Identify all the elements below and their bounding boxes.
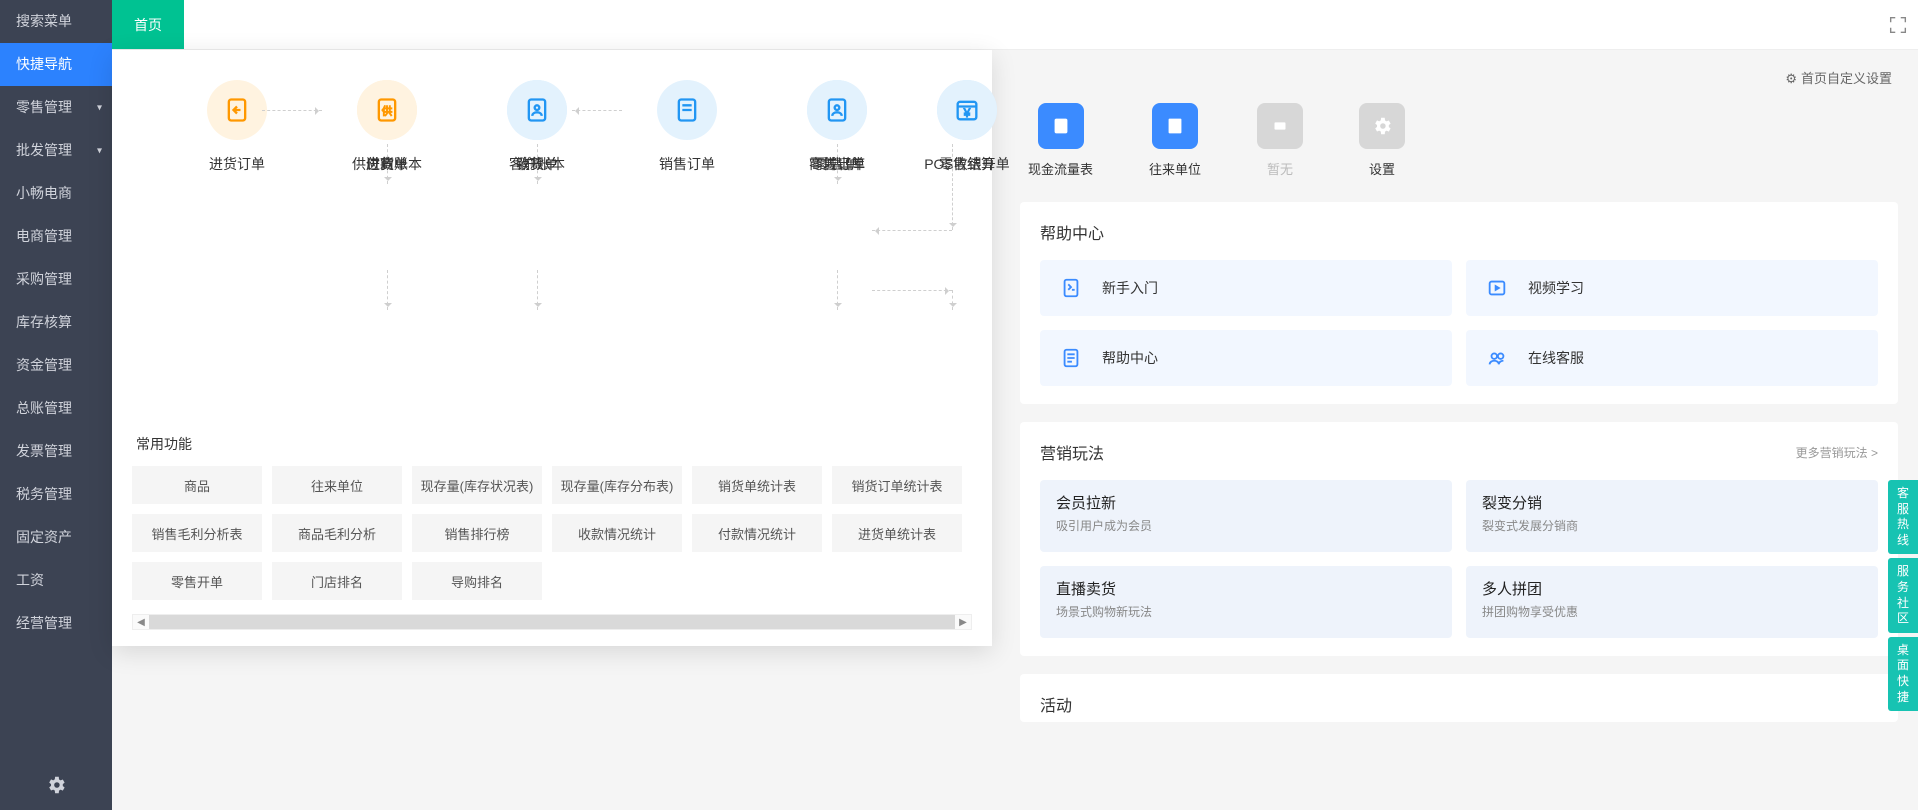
sidebar-item-0[interactable]: 搜索菜单 <box>0 0 112 43</box>
quick-item-1[interactable]: 往来单位 <box>1149 103 1201 178</box>
help-item-3[interactable]: 在线客服 <box>1466 330 1878 386</box>
sidebar-item-5[interactable]: 电商管理 <box>0 215 112 258</box>
common-btn-5[interactable]: 销货订单统计表 <box>832 466 962 504</box>
common-btn-10[interactable]: 付款情况统计 <box>692 514 822 552</box>
common-btn-11[interactable]: 进货单统计表 <box>832 514 962 552</box>
float-tab-1[interactable]: 服务社区 <box>1888 558 1918 632</box>
help-item-icon <box>1054 271 1088 305</box>
float-tab-0[interactable]: 客服热线 <box>1888 480 1918 554</box>
common-btn-7[interactable]: 商品毛利分析 <box>272 514 402 552</box>
quick-tile-icon <box>1038 103 1084 149</box>
common-btn-3[interactable]: 现存量(库存分布表) <box>552 466 682 504</box>
quick-actions-row: 现金流量表往来单位暂无设置 <box>1020 97 1898 202</box>
help-center-title: 帮助中心 <box>1040 220 1104 244</box>
quick-item-2[interactable]: 暂无 <box>1257 103 1303 178</box>
chevron-down-icon: ▾ <box>97 129 102 172</box>
doc-icon <box>673 96 701 124</box>
help-item-icon <box>1480 271 1514 305</box>
sidebar-item-4[interactable]: 小畅电商 <box>0 172 112 215</box>
common-btn-8[interactable]: 销售排行榜 <box>412 514 542 552</box>
scroll-left-button[interactable]: ◀ <box>133 617 149 628</box>
svg-text:供: 供 <box>382 105 393 118</box>
common-btn-13[interactable]: 门店排名 <box>272 562 402 600</box>
activity-title: 活动 <box>1040 692 1878 716</box>
chevron-down-icon: ▾ <box>97 86 102 129</box>
help-item-1[interactable]: 视频学习 <box>1466 260 1878 316</box>
common-btn-4[interactable]: 销货单统计表 <box>692 466 822 504</box>
doc-in-icon <box>223 96 251 124</box>
promo-item-2[interactable]: 直播卖货场景式购物新玩法 <box>1040 566 1452 638</box>
topbar: 首页 <box>112 0 1918 50</box>
floating-side-tabs: 客服热线服务社区桌面快捷 <box>1888 480 1918 711</box>
common-btn-9[interactable]: 收款情况统计 <box>552 514 682 552</box>
sidebar-item-10[interactable]: 发票管理 <box>0 430 112 473</box>
person-doc-icon <box>823 96 851 124</box>
help-item-0[interactable]: 新手入门 <box>1040 260 1452 316</box>
scroll-right-button[interactable]: ▶ <box>955 617 971 628</box>
horizontal-scrollbar[interactable]: ◀ ▶ <box>132 614 972 630</box>
fullscreen-button[interactable] <box>1878 0 1918 49</box>
tab-home[interactable]: 首页 <box>112 0 184 49</box>
promo-item-0[interactable]: 会员拉新吸引用户成为会员 <box>1040 480 1452 552</box>
quick-tile-icon <box>1152 103 1198 149</box>
float-tab-2[interactable]: 桌面快捷 <box>1888 637 1918 711</box>
help-item-icon <box>1480 341 1514 375</box>
home-customize-link[interactable]: 首页自定义设置 <box>1020 50 1898 97</box>
quick-tile-icon <box>1359 103 1405 149</box>
help-center-card: 帮助中心 新手入门视频学习帮助中心在线客服 <box>1020 202 1898 404</box>
promo-item-1[interactable]: 裂变分销裂变式发展分销商 <box>1466 480 1878 552</box>
sidebar-item-7[interactable]: 库存核算 <box>0 301 112 344</box>
sidebar-item-14[interactable]: 经营管理 <box>0 602 112 645</box>
sidebar-item-12[interactable]: 固定资产 <box>0 516 112 559</box>
flow-node-retail-settle[interactable]: ¥零售结算 <box>892 80 1042 174</box>
common-btn-2[interactable]: 现存量(库存状况表) <box>412 466 542 504</box>
flow-node-retail-out[interactable]: 零售出库 <box>762 80 912 174</box>
sidebar-item-9[interactable]: 总账管理 <box>0 387 112 430</box>
flow-node-purchase-order[interactable]: 进货订单 <box>162 80 312 174</box>
expand-icon <box>1887 14 1909 36</box>
common-btn-14[interactable]: 导购排名 <box>412 562 542 600</box>
help-item-2[interactable]: 帮助中心 <box>1040 330 1452 386</box>
flow-node-sales-order[interactable]: 销售订单 <box>612 80 762 174</box>
quick-item-3[interactable]: 设置 <box>1359 103 1405 178</box>
common-btn-12[interactable]: 零售开单 <box>132 562 262 600</box>
promo-more-link[interactable]: 更多营销玩法 > <box>1796 444 1878 461</box>
promo-item-3[interactable]: 多人拼团拼团购物享受优惠 <box>1466 566 1878 638</box>
activity-card: 活动 <box>1020 674 1898 722</box>
help-item-icon <box>1054 341 1088 375</box>
sidebar-item-8[interactable]: 资金管理 <box>0 344 112 387</box>
promo-title: 营销玩法 <box>1040 440 1104 464</box>
quick-tile-icon <box>1257 103 1303 149</box>
scroll-track[interactable] <box>149 615 955 629</box>
common-functions-grid: 商品往来单位现存量(库存状况表) 现存量(库存分布表) 销货单统计表销货订单统计表销… <box>132 466 972 600</box>
flow-node-customer-book[interactable]: 客户账本 <box>462 80 612 174</box>
common-btn-0[interactable]: 商品 <box>132 466 262 504</box>
svg-text:¥: ¥ <box>963 107 971 120</box>
flow-diagram: 进货订单 进货单 销货单 销售订单 商城订单 POS收银开单 ¥付款单 ¥收款单… <box>132 80 972 430</box>
sidebar-item-6[interactable]: 采购管理 <box>0 258 112 301</box>
sidebar: 搜索菜单快捷导航零售管理▾批发管理▾小畅电商电商管理采购管理库存核算资金管理总账… <box>0 0 112 810</box>
book-icon: 供 <box>373 96 401 124</box>
gear-icon <box>45 774 67 796</box>
sidebar-item-2[interactable]: 零售管理▾ <box>0 86 112 129</box>
sidebar-item-3[interactable]: 批发管理▾ <box>0 129 112 172</box>
common-btn-6[interactable]: 销售毛利分析表 <box>132 514 262 552</box>
sidebar-item-1[interactable]: 快捷导航 <box>0 43 112 86</box>
right-column: 首页自定义设置 现金流量表往来单位暂无设置 帮助中心 新手入门视频学习帮助中心在… <box>1020 50 1898 740</box>
person-doc-icon <box>523 96 551 124</box>
promo-card: 营销玩法 更多营销玩法 > 会员拉新吸引用户成为会员裂变分销裂变式发展分销商直播… <box>1020 422 1898 656</box>
common-btn-1[interactable]: 往来单位 <box>272 466 402 504</box>
sidebar-settings-button[interactable] <box>0 774 112 810</box>
calendar-money-icon: ¥ <box>953 96 981 124</box>
common-functions-title: 常用功能 <box>136 434 972 454</box>
quick-nav-flyout: 进货订单 进货单 销货单 销售订单 商城订单 POS收银开单 ¥付款单 ¥收款单… <box>112 50 992 646</box>
sidebar-item-11[interactable]: 税务管理 <box>0 473 112 516</box>
flow-node-supplier-book[interactable]: 供供应商账本 <box>312 80 462 174</box>
sidebar-item-13[interactable]: 工资 <box>0 559 112 602</box>
